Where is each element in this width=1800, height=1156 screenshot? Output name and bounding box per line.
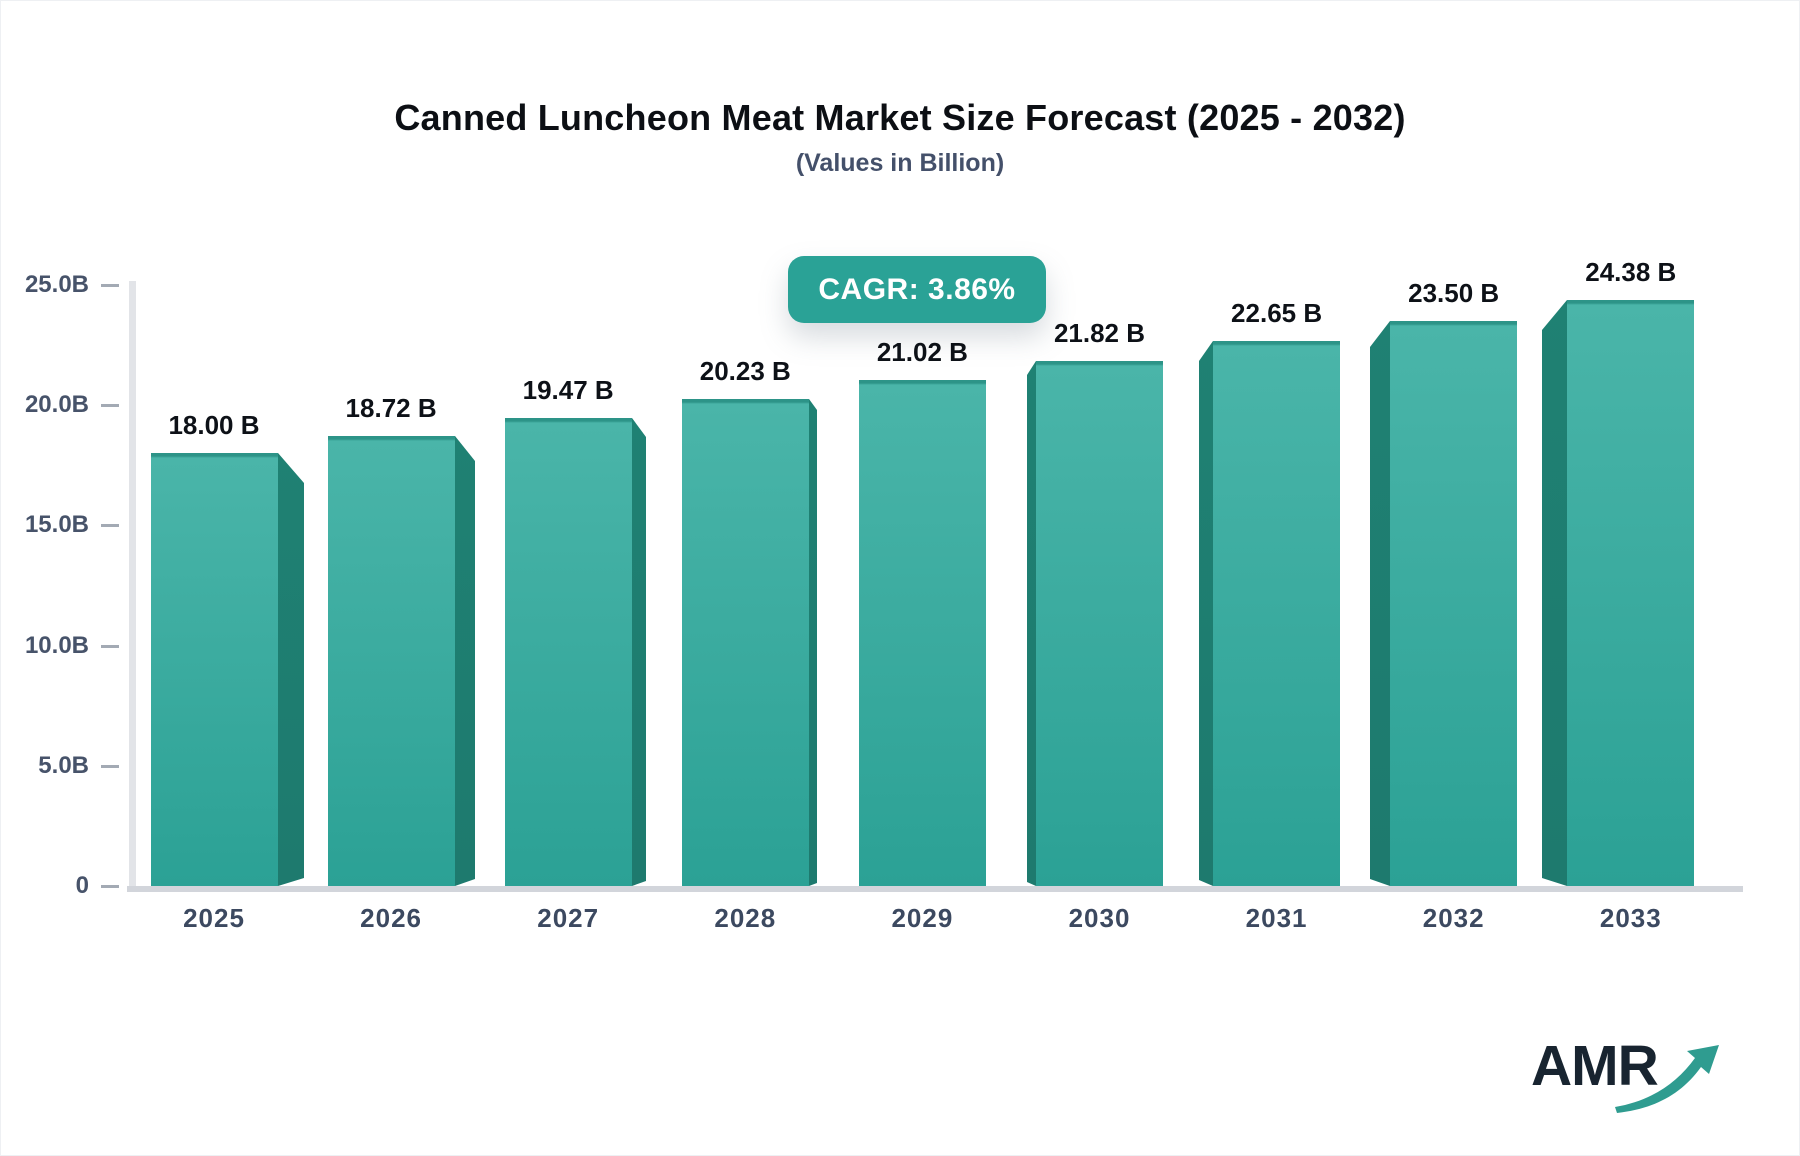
- bar-2030-side: [1027, 361, 1036, 886]
- x-tick-label: 2031: [1245, 903, 1308, 933]
- chart-subtitle: (Values in Billion): [795, 149, 1005, 177]
- x-tick-label: 2028: [714, 903, 777, 933]
- y-tick-mark: [101, 885, 119, 888]
- x-tick-label: 2027: [537, 903, 600, 933]
- bar-2028-side: [809, 399, 817, 886]
- y-tick-mark: [101, 644, 119, 648]
- bar-2027-side: [632, 418, 646, 886]
- bar-value-label: 24.38 B: [1585, 257, 1677, 287]
- amr-logo: AMR: [1525, 1031, 1725, 1121]
- bar-2032: [1390, 321, 1517, 886]
- y-tick-label: 15.0B: [24, 511, 89, 539]
- bar-value-label: 21.82 B: [1053, 318, 1146, 348]
- y-axis-line: [129, 281, 136, 892]
- y-tick-mark: [101, 764, 119, 768]
- y-tick-label: 5.0B: [38, 751, 89, 779]
- bar-2031-side: [1199, 341, 1213, 886]
- bar-2025: [151, 453, 278, 886]
- y-tick-mark: [101, 404, 119, 407]
- bar-value-label: 19.47 B: [522, 375, 614, 405]
- x-tick-label: 2025: [183, 903, 245, 933]
- bar-2026: [328, 436, 455, 886]
- y-tick-label: 0: [75, 872, 89, 899]
- x-axis-baseline: [127, 886, 1743, 892]
- bar-value-label: 20.23 B: [699, 356, 791, 386]
- bar-2030: [1036, 361, 1163, 886]
- bar-2029: [859, 380, 986, 886]
- cagr-badge-label: CAGR: 3.86%: [818, 272, 1016, 306]
- bar-2026-side: [455, 436, 475, 886]
- x-tick-label: 2030: [1068, 903, 1131, 933]
- chart-title: Canned Luncheon Meat Market Size Forecas…: [394, 97, 1406, 138]
- bar-value-label: 22.65 B: [1231, 298, 1323, 328]
- bar-value-label: 21.02 B: [876, 337, 968, 367]
- bar-2033: [1567, 300, 1694, 886]
- bar-2032-side: [1370, 321, 1390, 886]
- amr-logo-text: AMR: [1531, 1034, 1659, 1098]
- bar-2028: [682, 399, 809, 886]
- bar-2025-side: [278, 453, 304, 886]
- bar-value-label: 18.00 B: [168, 410, 260, 440]
- y-tick-mark: [101, 524, 119, 528]
- bar-value-label: 23.50 B: [1408, 278, 1500, 308]
- y-tick-label: 20.0B: [24, 391, 89, 418]
- x-tick-label: 2033: [1599, 903, 1662, 933]
- bar-2031: [1213, 341, 1340, 886]
- x-tick-label: 2032: [1422, 903, 1485, 933]
- x-tick-label: 2029: [891, 903, 954, 933]
- bar-2027: [505, 418, 632, 886]
- y-tick-label: 10.0B: [24, 631, 89, 659]
- x-tick-label: 2026: [360, 903, 423, 933]
- y-tick-label: 25.0B: [24, 270, 89, 298]
- bar-2033-side: [1542, 300, 1567, 886]
- y-tick-mark: [101, 283, 119, 287]
- cagr-badge: CAGR: 3.86%: [788, 256, 1046, 323]
- growth-arrow-icon: [1613, 1037, 1731, 1126]
- bar-value-label: 18.72 B: [345, 393, 437, 423]
